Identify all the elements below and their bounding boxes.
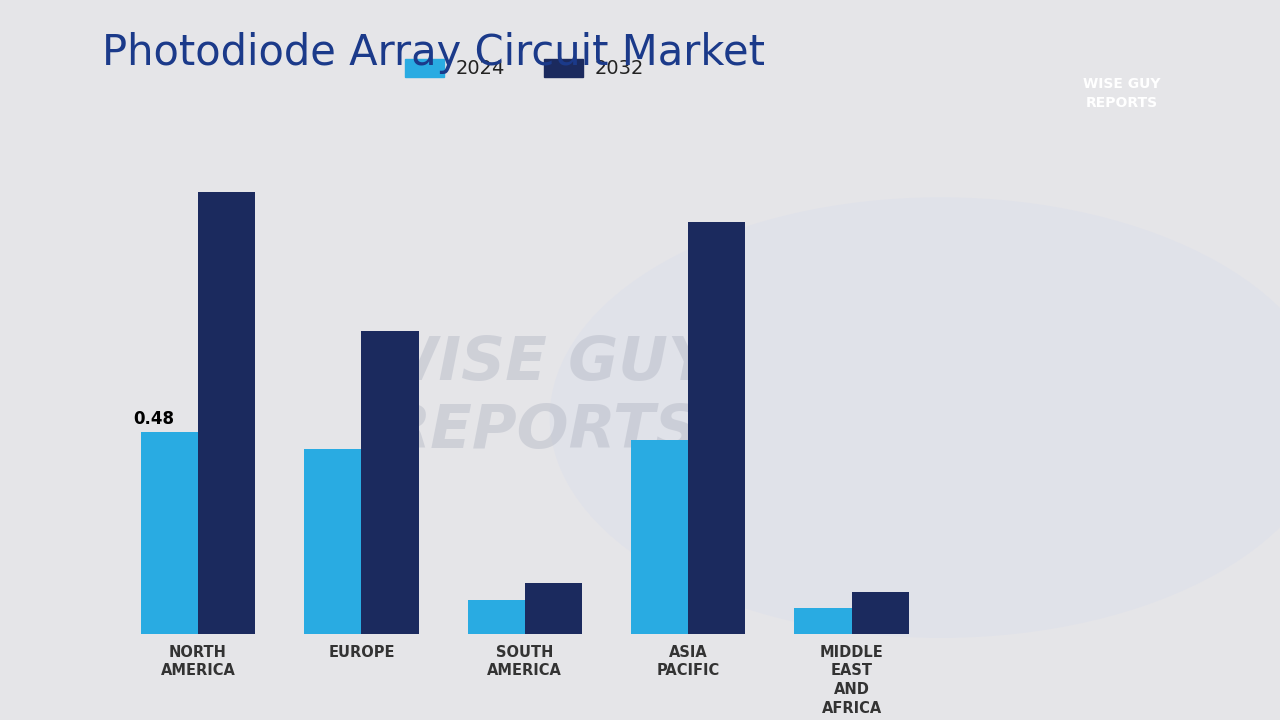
Text: 0.48: 0.48	[133, 410, 174, 428]
Bar	[689, 222, 745, 634]
Bar	[467, 600, 525, 634]
Text: Photodiode Array Circuit Market: Photodiode Array Circuit Market	[102, 32, 765, 74]
Text: WISE GUY
REPORTS: WISE GUY REPORTS	[371, 334, 712, 462]
Circle shape	[550, 198, 1280, 637]
Bar	[525, 583, 582, 634]
Bar	[141, 432, 198, 634]
Bar	[305, 449, 361, 634]
Bar	[198, 192, 255, 634]
Bar	[795, 608, 851, 634]
Legend: 2024, 2032: 2024, 2032	[396, 50, 654, 88]
Text: WISE GUY
REPORTS: WISE GUY REPORTS	[1083, 77, 1161, 110]
Bar	[851, 592, 909, 634]
Bar	[631, 440, 689, 634]
Bar	[361, 331, 419, 634]
